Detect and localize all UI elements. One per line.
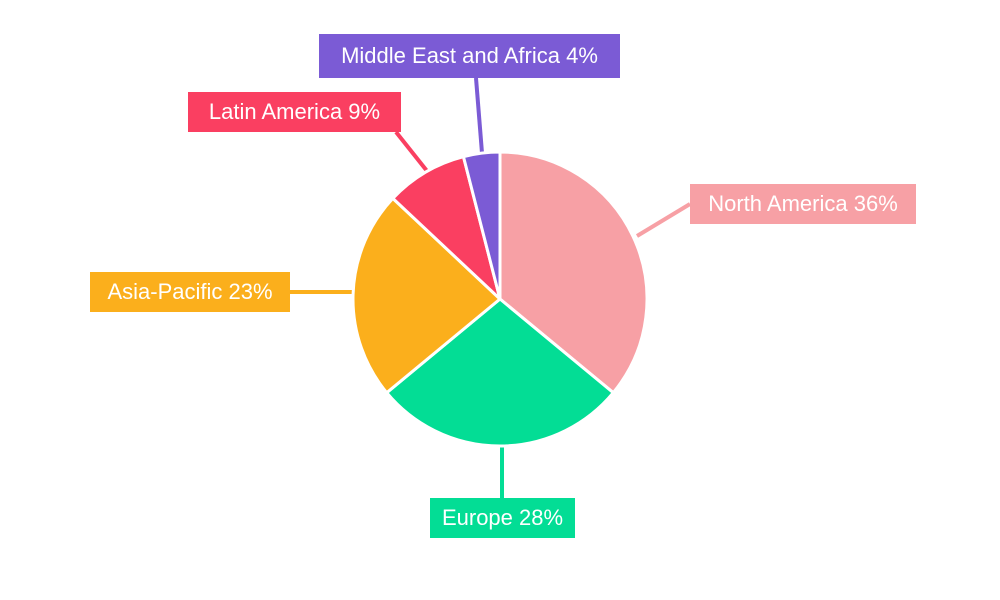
pie-label-north-america[interactable]: North America 36% — [690, 184, 916, 224]
pie-label-middle-east-africa[interactable]: Middle East and Africa 4% — [319, 34, 620, 78]
pie-slice-asia-pacific[interactable] — [351, 196, 502, 395]
pie-slice-europe[interactable] — [385, 297, 615, 448]
pie-label-latin-america[interactable]: Latin America 9% — [188, 92, 401, 132]
leader-line-north-america — [635, 202, 692, 238]
leader-line-group — [290, 77, 692, 498]
pie-slice-group — [351, 150, 649, 448]
leader-line-middle-east-africa — [474, 77, 484, 154]
pie-slice-middle-east-and-africa[interactable] — [461, 150, 502, 301]
pie-slice-north-america[interactable] — [498, 150, 649, 395]
leader-line-latin-america — [394, 130, 429, 173]
pie-label-asia-pacific[interactable]: Asia-Pacific 23% — [90, 272, 290, 312]
pie-slice-latin-america[interactable] — [391, 155, 502, 301]
pie-label-europe[interactable]: Europe 28% — [430, 498, 575, 538]
